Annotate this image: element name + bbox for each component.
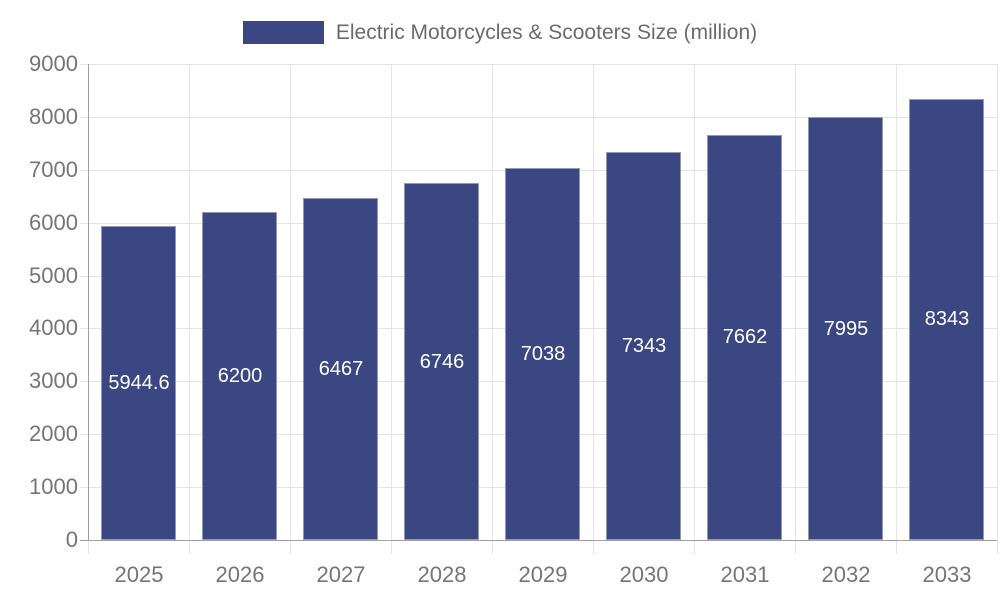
x-tick: [290, 540, 291, 554]
y-axis-tick-label: 9000: [29, 51, 78, 76]
x-axis-tick-label: 2031: [720, 562, 770, 587]
x-gridline: [189, 64, 190, 540]
x-axis-tick-label: 2028: [417, 562, 467, 587]
x-axis-line: [80, 540, 997, 541]
x-gridline: [391, 64, 392, 540]
x-axis-tick-label: 2026: [215, 562, 265, 587]
x-axis-tick-label: 2033: [922, 562, 972, 587]
bar: [505, 168, 580, 540]
bar-value-label: 8343: [924, 308, 970, 330]
bar-value-label: 5944.6: [108, 372, 170, 394]
y-gridline: [80, 117, 997, 118]
x-tick: [391, 540, 392, 554]
bar: [404, 183, 479, 540]
bar-value-label: 7343: [621, 335, 667, 357]
x-tick: [896, 540, 897, 554]
bar: [707, 135, 782, 540]
y-axis-line: [88, 64, 89, 540]
x-tick: [88, 540, 89, 554]
bar-value-label: 7038: [520, 343, 566, 365]
x-axis-tick-label: 2025: [114, 562, 164, 587]
x-gridline: [795, 64, 796, 540]
y-gridline: [80, 64, 997, 65]
x-axis-tick-label: 2032: [821, 562, 871, 587]
bar-value-label: 6746: [419, 351, 465, 373]
bar: [303, 198, 378, 540]
bar: [101, 226, 176, 540]
y-axis-tick-label: 6000: [29, 210, 78, 235]
bar-value-label: 6467: [318, 358, 364, 380]
x-gridline: [593, 64, 594, 540]
x-gridline: [896, 64, 897, 540]
bar-value-label: 7995: [823, 318, 869, 340]
bar-value-label: 7662: [722, 326, 768, 348]
x-gridline: [290, 64, 291, 540]
legend[interactable]: Electric Motorcycles & Scooters Size (mi…: [0, 16, 1000, 48]
x-tick: [795, 540, 796, 554]
bar: [909, 99, 984, 540]
x-gridline: [694, 64, 695, 540]
bar: [808, 117, 883, 540]
x-axis-tick-label: 2029: [518, 562, 568, 587]
x-tick: [593, 540, 594, 554]
legend-swatch: [242, 20, 324, 44]
x-tick: [997, 540, 998, 554]
x-tick: [694, 540, 695, 554]
x-axis-tick-label: 2030: [619, 562, 669, 587]
x-tick: [492, 540, 493, 554]
x-tick: [189, 540, 190, 554]
y-axis-tick-label: 8000: [29, 104, 78, 129]
y-axis-tick-label: 5000: [29, 263, 78, 288]
legend-label: Electric Motorcycles & Scooters Size (mi…: [335, 20, 758, 44]
bar: [606, 152, 681, 540]
y-axis-tick-label: 4000: [29, 315, 78, 340]
bar: [202, 212, 277, 540]
y-axis-tick-label: 7000: [29, 157, 78, 182]
y-axis-tick-label: 1000: [29, 474, 78, 499]
x-gridline: [997, 64, 998, 540]
y-axis-tick-label: 0: [65, 527, 78, 552]
y-axis-tick-label: 2000: [29, 421, 78, 446]
bar-value-label: 6200: [217, 365, 263, 387]
x-gridline: [492, 64, 493, 540]
y-axis-tick-label: 3000: [29, 368, 78, 393]
x-axis-tick-label: 2027: [316, 562, 366, 587]
